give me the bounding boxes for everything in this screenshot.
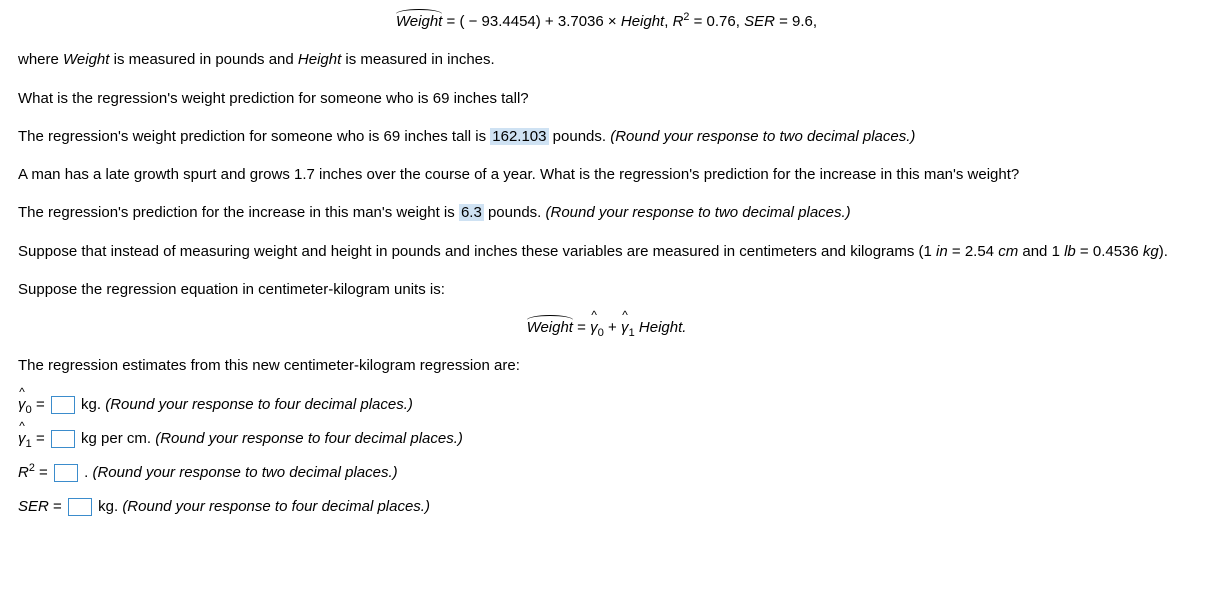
eq-text: = ( — [447, 13, 469, 30]
question-1: What is the regression's weight predicti… — [18, 89, 1195, 109]
estimate-gamma0: γ0 = kg. (Round your response to four de… — [18, 395, 1195, 415]
answer-2: The regression's prediction for the incr… — [18, 203, 1195, 223]
answer-1: The regression's weight prediction for s… — [18, 127, 1195, 147]
weight-hat: Weight — [396, 12, 442, 32]
weight-hat-2: Weight — [527, 318, 573, 338]
paragraph-estimates: The regression estimates from this new c… — [18, 356, 1195, 376]
gamma1-input[interactable] — [51, 430, 75, 448]
ser-input[interactable] — [68, 498, 92, 516]
r2-input[interactable] — [54, 464, 78, 482]
answer-2-value: 6.3 — [459, 204, 484, 221]
answer-1-value: 162.103 — [490, 128, 548, 145]
estimate-r2: R2 = . (Round your response to two decim… — [18, 463, 1195, 483]
regression-equation-1: Weight = ( − 93.4454) + 3.7036 × Height,… — [18, 12, 1195, 32]
estimate-gamma1: γ1 = kg per cm. (Round your response to … — [18, 429, 1195, 449]
regression-equation-2: Weight = γ0 + γ1 Height. — [18, 318, 1195, 338]
estimate-ser: SER = kg. (Round your response to four d… — [18, 497, 1195, 517]
gamma0-input[interactable] — [51, 396, 75, 414]
paragraph-conversion: Suppose that instead of measuring weight… — [18, 242, 1195, 262]
paragraph-eq2-intro: Suppose the regression equation in centi… — [18, 280, 1195, 300]
question-2: A man has a late growth spurt and grows … — [18, 165, 1195, 185]
paragraph-units: where Weight is measured in pounds and H… — [18, 50, 1195, 70]
